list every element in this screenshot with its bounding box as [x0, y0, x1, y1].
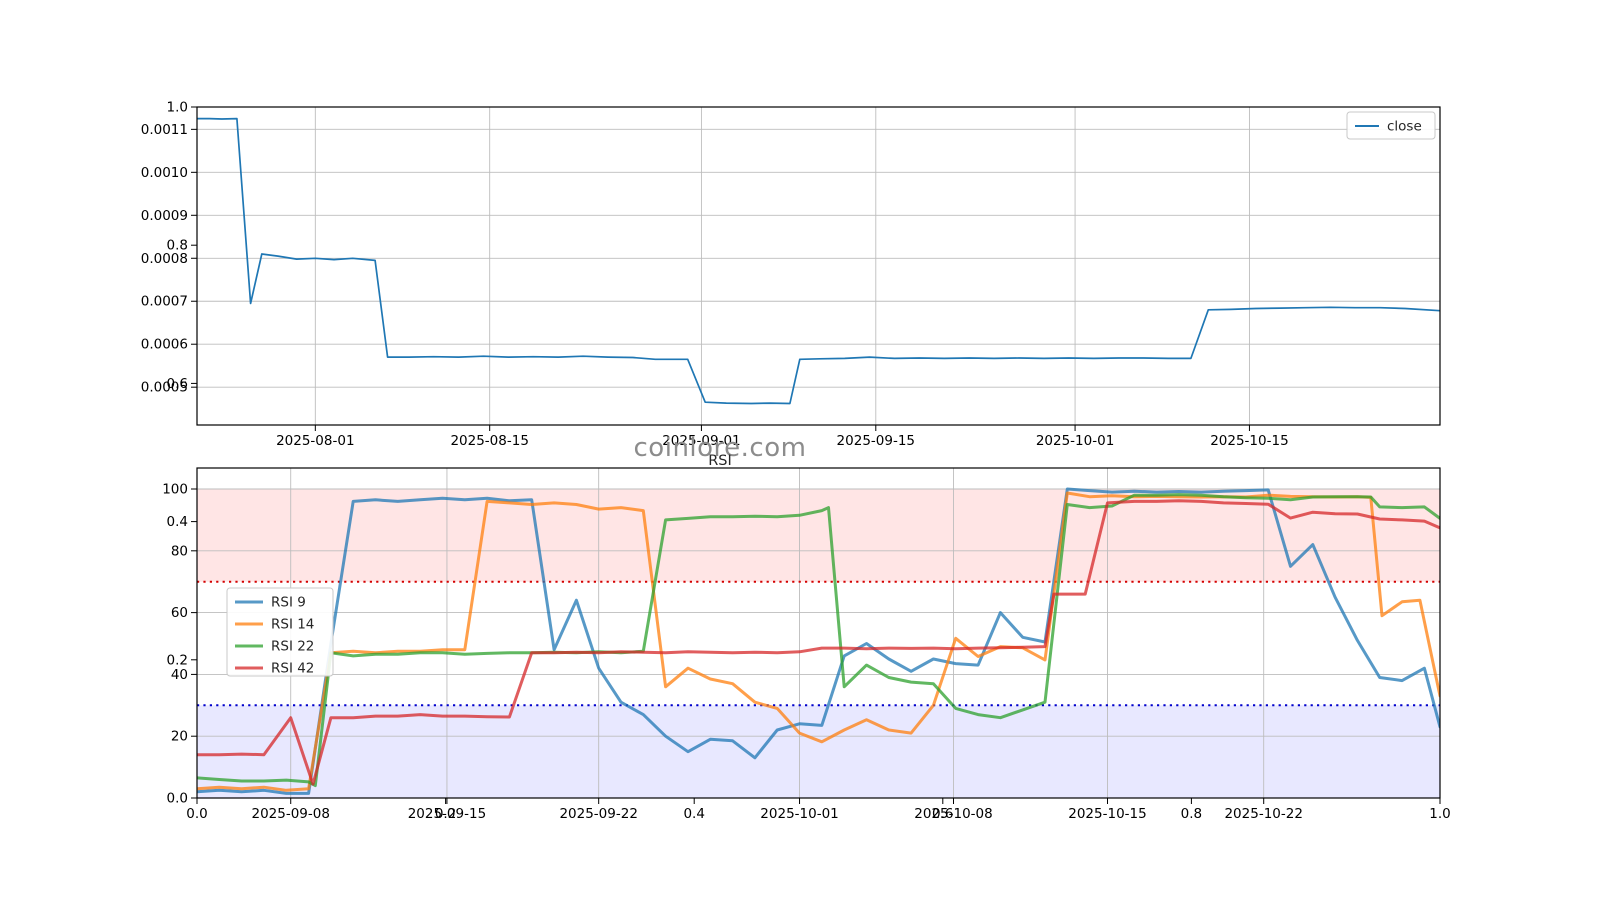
hidden-x-tick-label: 0.0: [186, 806, 207, 822]
hidden-y-tick-label: 1.0: [167, 100, 188, 116]
y-tick-label: 100: [162, 482, 188, 498]
x-tick-label: 2025-09-01: [662, 433, 740, 449]
legend-box: [226, 587, 334, 677]
hidden-x-tick-label: 0.4: [683, 806, 704, 822]
x-tick-label: 2025-09-22: [559, 806, 637, 822]
x-tick-label: 2025-10-08: [914, 806, 992, 822]
rsi-plot-border: [196, 467, 1441, 799]
price-legend: close: [1346, 111, 1436, 140]
rsi-14-line: [197, 491, 1440, 792]
rsi-legend: RSI 9 RSI 14 RSI 22 RSI 42: [226, 587, 334, 677]
y-tick-label: 80: [171, 543, 188, 559]
y-tick-label: 0.0006: [141, 337, 188, 353]
rsi-chart: 2025-09-08 2025-09-15 2025-09-22 2025-10-01…: [162, 467, 1441, 822]
y-tick-label: 0.0005: [141, 380, 188, 396]
hidden-x-tick-label: 0.2: [435, 806, 456, 822]
hidden-x-tick-label: 0.8: [1181, 806, 1202, 822]
rsi-42-legend-label: RSI 42: [271, 661, 314, 677]
rsi-chart-title: RSI: [708, 453, 732, 469]
rsi-9-line: [197, 487, 1440, 795]
y-tick-label: 20: [171, 729, 188, 745]
rsi-14-legend-label: RSI 14: [271, 617, 314, 633]
hidden-x-tick-label: 1.0: [1429, 806, 1450, 822]
y-tick-label: 0.0007: [141, 294, 188, 310]
y-tick-label: 0.0011: [141, 122, 188, 138]
rsi-42-line: [197, 499, 1440, 786]
x-tick-label: 2025-09-15: [408, 806, 486, 822]
y-tick-label: 0.0: [167, 791, 188, 807]
hidden-axis: 1.0 0.8 0.6 0.4 0.2 0.0 0.2 0.4 0.6 0.8 1.0: [167, 100, 1451, 823]
close-legend-label: close: [1387, 119, 1422, 135]
rsi-22-legend-label: RSI 22: [271, 639, 314, 655]
x-tick-label: 2025-10-01: [1036, 433, 1114, 449]
x-tick-label: 2025-08-01: [276, 433, 354, 449]
hidden-y-tick-label: 0.4: [167, 514, 188, 530]
x-tick-label: 2025-10-22: [1224, 806, 1302, 822]
watermark: coinlore.com: [633, 433, 807, 463]
rsi-22-line: [197, 493, 1440, 788]
price-chart: 2025-08-01 2025-08-15 2025-09-01 2025-09-15…: [141, 106, 1441, 449]
hidden-y-tick-label: 0.2: [167, 652, 188, 668]
oversold-band: [197, 705, 1440, 798]
x-tick-label: 2025-09-08: [251, 806, 329, 822]
close-line: [197, 117, 1440, 405]
hidden-y-tick-label: 0.6: [167, 376, 188, 392]
y-tick-label: 0.0010: [141, 165, 188, 181]
x-tick-label: 2025-10-15: [1068, 806, 1146, 822]
y-tick-label: 40: [171, 667, 188, 683]
price-plot-border: [196, 106, 1441, 426]
legend-box: [1346, 111, 1436, 140]
hidden-x-tick-label: 0.6: [932, 806, 953, 822]
rsi-9-legend-label: RSI 9: [271, 595, 306, 611]
x-tick-label: 2025-08-15: [450, 433, 528, 449]
y-tick-label: 0.0008: [141, 251, 188, 267]
y-tick-label: 0.0009: [141, 208, 188, 224]
x-tick-label: 2025-10-01: [760, 806, 838, 822]
x-tick-label: 2025-09-15: [837, 433, 915, 449]
hidden-y-tick-label: 0.8: [167, 238, 188, 254]
x-tick-label: 2025-10-15: [1210, 433, 1288, 449]
y-tick-label: 60: [171, 605, 188, 621]
